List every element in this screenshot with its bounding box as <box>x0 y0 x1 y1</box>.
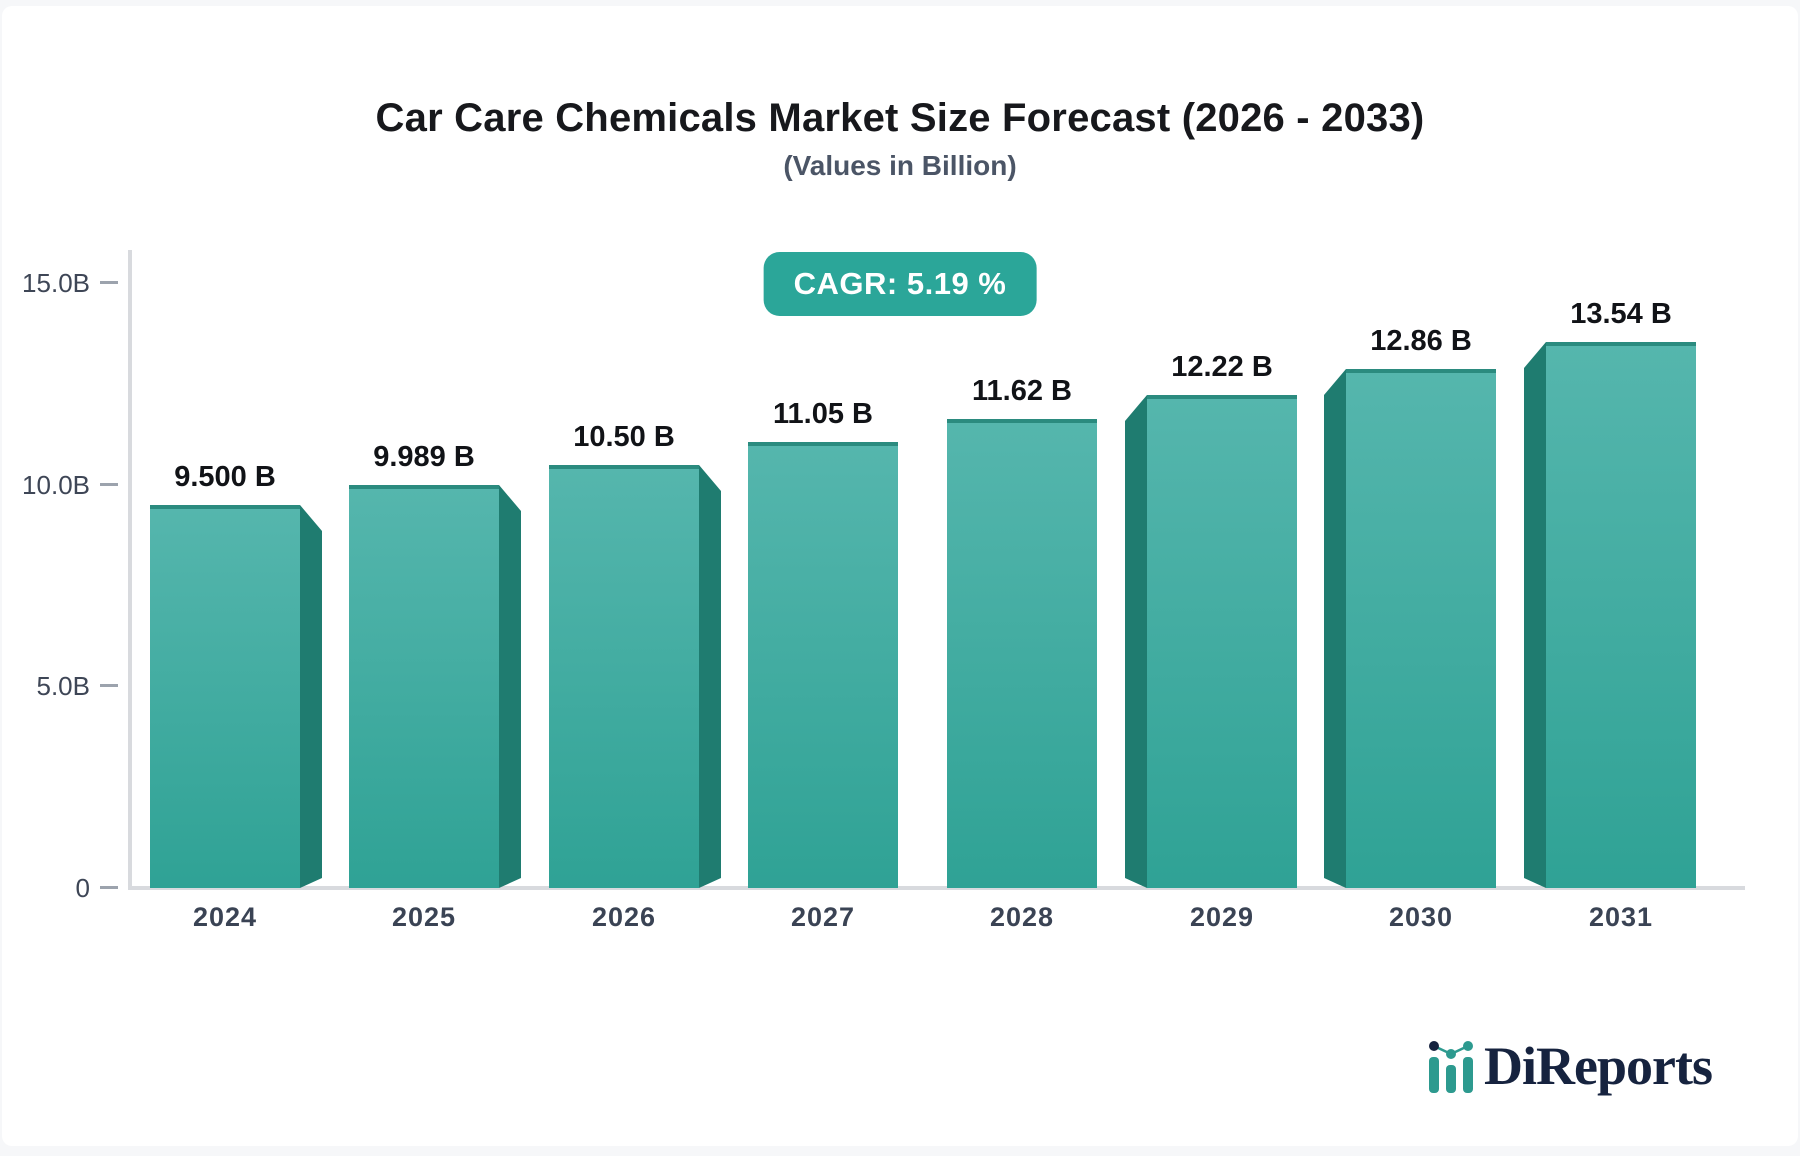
y-tick-dash <box>100 483 118 486</box>
bar-side-face <box>1125 395 1147 888</box>
bar-face <box>1346 369 1496 888</box>
y-tick-dash <box>100 886 118 889</box>
bar-2027 <box>748 442 898 888</box>
bar-face <box>947 419 1097 888</box>
bar-side-face <box>499 485 521 888</box>
bar-value-label: 12.22 B <box>1171 351 1273 383</box>
bar-2024 <box>150 505 322 888</box>
x-axis-label: 2026 <box>591 902 657 932</box>
cagr-badge: CAGR: 5.19 % <box>763 252 1037 316</box>
x-axis-label: 2024 <box>192 902 258 932</box>
page-title: Car Care Chemicals Market Size Forecast … <box>375 96 1425 140</box>
bar-side-face <box>300 505 322 888</box>
y-tick-label: 0 <box>75 873 90 903</box>
bar-value-label: 9.500 B <box>174 461 276 493</box>
bar-side-face <box>1324 369 1346 888</box>
x-axis-label: 2031 <box>1588 902 1654 932</box>
logo-chart-icon <box>1429 1041 1473 1093</box>
x-axis-label: 2025 <box>391 902 457 932</box>
bar-face <box>549 465 699 888</box>
bar-side-face <box>699 465 721 888</box>
bar-value-label: 10.50 B <box>573 421 675 453</box>
x-axis-label: 2028 <box>989 902 1055 932</box>
x-axis-label: 2027 <box>790 902 856 932</box>
x-axis-label: 2030 <box>1388 902 1454 932</box>
y-tick-dash <box>100 281 118 284</box>
bar-face <box>1546 342 1696 888</box>
bar-side-face <box>1524 342 1546 888</box>
bar-face <box>349 485 499 888</box>
bar-value-label: 11.05 B <box>773 398 873 430</box>
bar-2028 <box>947 419 1097 888</box>
bar-face <box>150 505 300 888</box>
x-axis-line <box>128 886 1745 890</box>
bar-value-label: 12.86 B <box>1370 325 1472 357</box>
y-tick-label: 5.0B <box>36 671 91 701</box>
y-tick-label: 10.0B <box>22 470 90 500</box>
y-axis-line <box>128 250 132 890</box>
bar-face <box>748 442 898 888</box>
direports-logo: DiReports <box>1428 1030 1713 1102</box>
page-subtitle: (Values in Billion) <box>783 150 1017 181</box>
bar-2025 <box>349 485 521 888</box>
x-axis-label: 2029 <box>1189 902 1255 932</box>
bar-2030 <box>1324 369 1496 888</box>
y-tick-dash <box>100 684 118 687</box>
bar-2029 <box>1125 395 1297 888</box>
logo-text: DiReports <box>1484 1036 1713 1096</box>
bar-2026 <box>549 465 721 888</box>
y-tick-label: 15.0B <box>22 268 90 298</box>
bar-value-label: 13.54 B <box>1570 298 1672 330</box>
bar-face <box>1147 395 1297 888</box>
bar-2031 <box>1524 342 1696 888</box>
bar-value-label: 11.62 B <box>972 375 1072 407</box>
bar-value-label: 9.989 B <box>373 441 475 473</box>
